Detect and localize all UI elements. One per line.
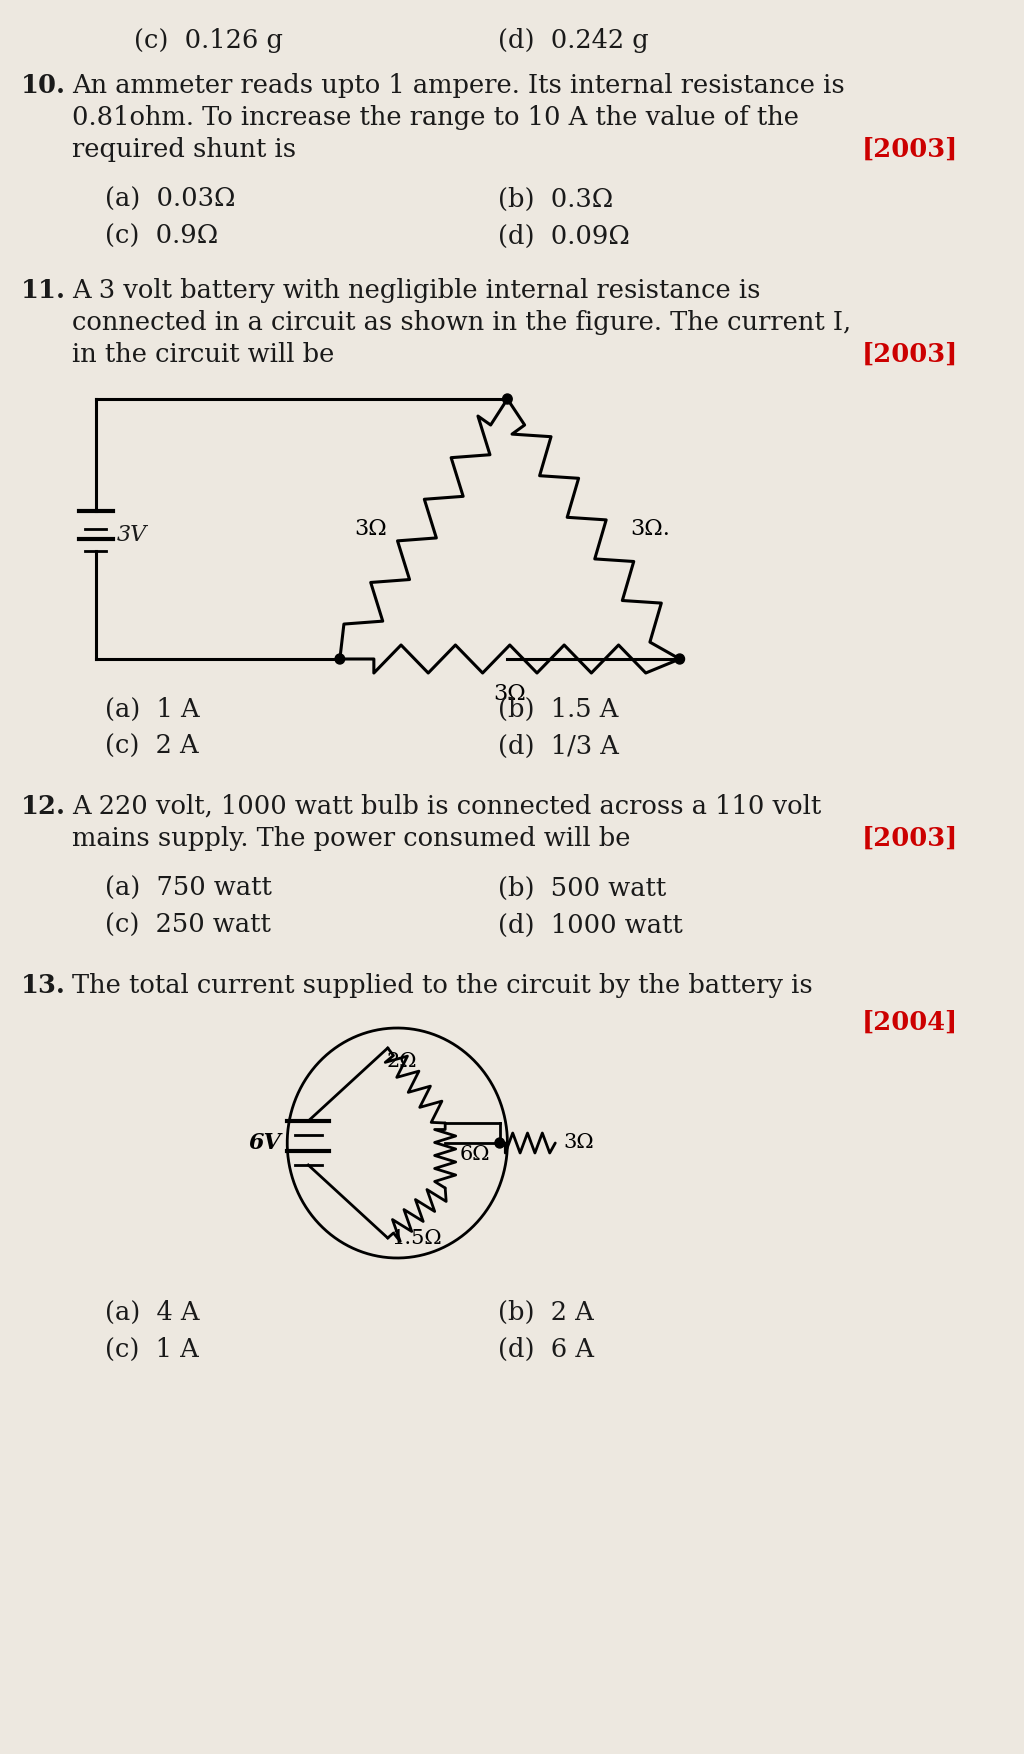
Text: required shunt is: required shunt is xyxy=(72,137,296,161)
Circle shape xyxy=(503,395,512,403)
Text: 12.: 12. xyxy=(22,795,67,819)
Text: The total current supplied to the circuit by the battery is: The total current supplied to the circui… xyxy=(72,973,813,998)
Text: (a)  750 watt: (a) 750 watt xyxy=(105,875,272,902)
Text: (b)  2 A: (b) 2 A xyxy=(498,1300,594,1324)
Text: 10.: 10. xyxy=(22,74,67,98)
Text: (c)  250 watt: (c) 250 watt xyxy=(105,914,271,938)
Text: 0.81ohm. To increase the range to 10 A the value of the: 0.81ohm. To increase the range to 10 A t… xyxy=(72,105,799,130)
Text: 13.: 13. xyxy=(22,973,66,998)
Text: (b)  0.3Ω: (b) 0.3Ω xyxy=(498,188,613,212)
Text: An ammeter reads upto 1 ampere. Its internal resistance is: An ammeter reads upto 1 ampere. Its inte… xyxy=(72,74,845,98)
Text: (a)  1 A: (a) 1 A xyxy=(105,696,200,723)
Circle shape xyxy=(335,654,345,665)
Text: 6V: 6V xyxy=(249,1131,282,1154)
Text: 11.: 11. xyxy=(22,277,67,303)
Circle shape xyxy=(495,1138,505,1149)
Text: (c)  0.9Ω: (c) 0.9Ω xyxy=(105,225,218,249)
Text: [2003]: [2003] xyxy=(861,826,958,851)
Text: A 3 volt battery with negligible internal resistance is: A 3 volt battery with negligible interna… xyxy=(72,277,760,303)
Text: [2003]: [2003] xyxy=(861,137,958,161)
Text: (c)  2 A: (c) 2 A xyxy=(105,733,199,759)
Text: (d)  1000 watt: (d) 1000 watt xyxy=(498,914,683,938)
Text: 3Ω: 3Ω xyxy=(563,1133,594,1152)
Text: (d)  0.242 g: (d) 0.242 g xyxy=(498,28,648,53)
Text: A 220 volt, 1000 watt bulb is connected across a 110 volt: A 220 volt, 1000 watt bulb is connected … xyxy=(72,795,821,819)
Text: 2Ω: 2Ω xyxy=(387,1052,418,1072)
Text: (d)  6 A: (d) 6 A xyxy=(498,1337,594,1363)
Text: [2003]: [2003] xyxy=(861,342,958,367)
Text: 6Ω: 6Ω xyxy=(460,1145,490,1165)
Text: (d)  0.09Ω: (d) 0.09Ω xyxy=(498,225,630,249)
Text: (b)  500 watt: (b) 500 watt xyxy=(498,875,666,902)
Text: 3Ω.: 3Ω. xyxy=(630,517,670,540)
Text: (b)  1.5 A: (b) 1.5 A xyxy=(498,696,618,723)
Text: 3Ω: 3Ω xyxy=(494,682,526,705)
Text: (d)  1/3 A: (d) 1/3 A xyxy=(498,733,618,759)
Circle shape xyxy=(675,654,684,665)
Text: mains supply. The power consumed will be: mains supply. The power consumed will be xyxy=(72,826,631,851)
Text: 3Ω: 3Ω xyxy=(354,517,387,540)
Text: [2004]: [2004] xyxy=(861,1010,957,1035)
Text: in the circuit will be: in the circuit will be xyxy=(72,342,334,367)
Text: 3V: 3V xyxy=(117,524,147,545)
Text: (c)  0.126 g: (c) 0.126 g xyxy=(134,28,283,53)
Text: 1.5Ω: 1.5Ω xyxy=(391,1230,441,1249)
Text: (a)  0.03Ω: (a) 0.03Ω xyxy=(105,188,236,212)
Text: (a)  4 A: (a) 4 A xyxy=(105,1300,200,1324)
Text: (c)  1 A: (c) 1 A xyxy=(105,1337,199,1363)
Text: connected in a circuit as shown in the figure. The current I,: connected in a circuit as shown in the f… xyxy=(72,310,851,335)
